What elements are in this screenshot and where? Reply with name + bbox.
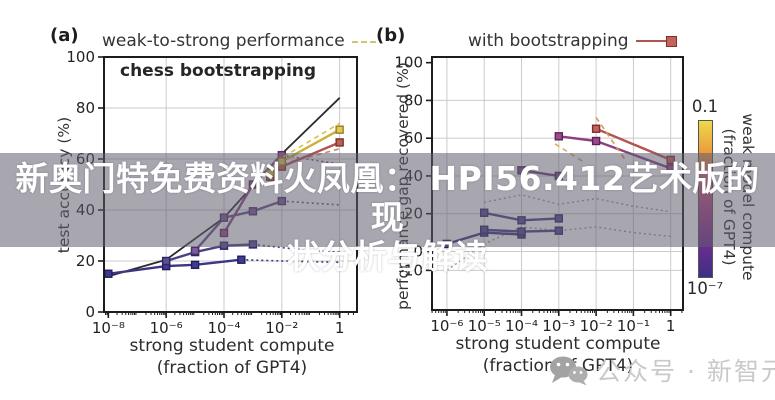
- panel-b-legend: with bootstrapping: [468, 31, 677, 51]
- overlay-headline-line2: 状分析与解读: [287, 237, 488, 276]
- x-axis-label-a-line2: (fraction of GPT4): [156, 358, 308, 378]
- svg-text:10⁻⁶: 10⁻⁶: [430, 317, 463, 335]
- panel-b-legend-label: with bootstrapping: [468, 31, 629, 51]
- svg-text:1: 1: [666, 317, 676, 335]
- svg-text:10⁻⁴: 10⁻⁴: [207, 319, 240, 337]
- colorbar-top-label: 0.1: [691, 97, 719, 116]
- x-axis-label-a-line1: strong student compute: [129, 336, 335, 356]
- svg-text:80: 80: [404, 91, 423, 109]
- svg-text:10⁻⁴: 10⁻⁴: [505, 317, 538, 335]
- watermark-label: 公众号 · 新智元: [596, 357, 775, 386]
- svg-text:1: 1: [335, 319, 345, 337]
- panel-a-legend-label: weak-to-strong performance: [102, 31, 345, 51]
- chart-a-title: chess bootstrapping: [120, 61, 317, 81]
- panel-a-label: (a): [50, 25, 79, 46]
- svg-text:20: 20: [76, 252, 95, 270]
- overlay-headline: 新奥门特免费资料火凤凰： HPI56.412艺术版的现 状分析与解读: [0, 159, 775, 276]
- svg-text:10⁻³: 10⁻³: [542, 317, 575, 335]
- dashed-line-swatch: [351, 41, 376, 43]
- svg-text:100: 100: [394, 54, 423, 72]
- wechat-icon: [550, 356, 588, 386]
- panel-b-label: (b): [376, 25, 406, 46]
- overlay-band: [0, 153, 775, 247]
- svg-text:60: 60: [404, 129, 423, 147]
- panel-a-legend: weak-to-strong performance: [102, 31, 376, 51]
- square-marker-swatch: [665, 35, 677, 47]
- svg-text:10⁻⁸: 10⁻⁸: [92, 319, 125, 337]
- svg-text:10⁻²: 10⁻²: [265, 319, 298, 337]
- svg-text:0: 0: [85, 303, 95, 321]
- svg-text:10⁻⁵: 10⁻⁵: [468, 317, 501, 335]
- svg-text:-10: -10: [399, 261, 424, 279]
- solid-line-swatch: [635, 39, 666, 43]
- svg-text:10⁻⁶: 10⁻⁶: [150, 319, 183, 337]
- watermark: 公众号 · 新智元: [548, 352, 775, 388]
- colorbar-bottom-label: 10⁻⁷: [686, 279, 724, 298]
- svg-text:100: 100: [66, 48, 95, 66]
- x-axis-label-b-line1: strong student compute: [455, 334, 661, 354]
- svg-text:10⁻²: 10⁻²: [580, 317, 613, 335]
- svg-text:80: 80: [76, 99, 95, 117]
- svg-text:0: 0: [413, 242, 423, 260]
- svg-text:10⁻¹: 10⁻¹: [617, 317, 650, 335]
- overlay-headline-line1: 新奥门特免费资料火凤凰： HPI56.412艺术版的现: [15, 159, 760, 237]
